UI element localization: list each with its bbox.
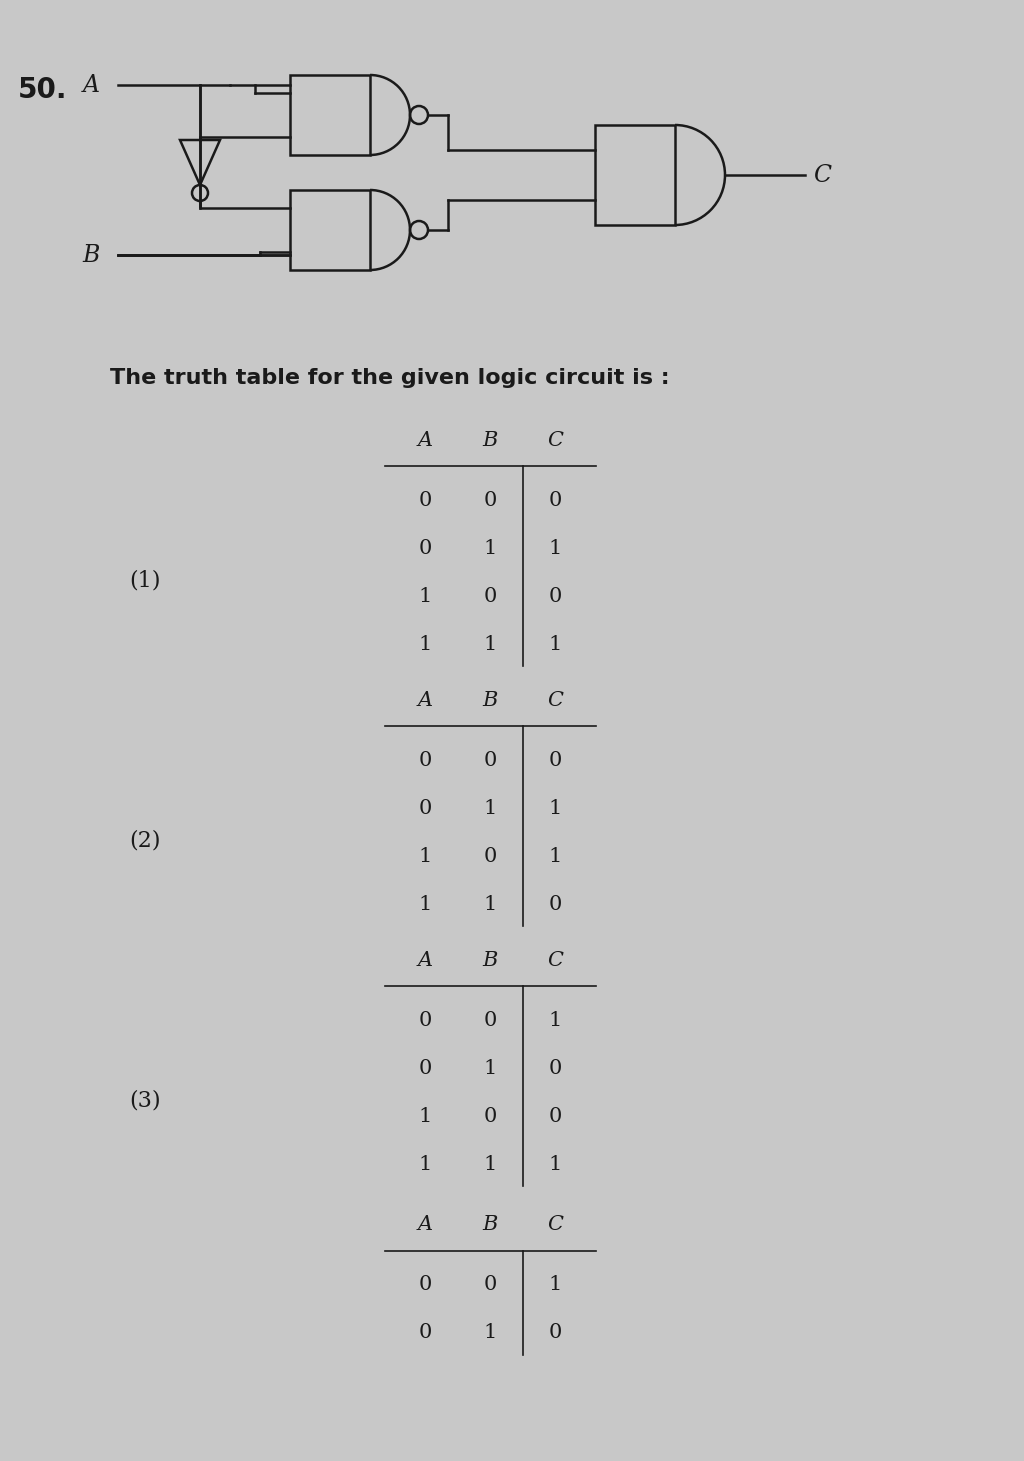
Text: C: C (547, 431, 563, 450)
Text: B: B (482, 951, 498, 970)
Text: C: C (547, 951, 563, 970)
Text: 0: 0 (419, 1275, 432, 1294)
Text: 1: 1 (548, 634, 562, 653)
Text: 1: 1 (548, 1154, 562, 1173)
Text: 1: 1 (483, 1059, 497, 1078)
Text: 0: 0 (483, 491, 497, 510)
Text: A: A (418, 431, 432, 450)
Text: 1: 1 (483, 799, 497, 818)
Text: 0: 0 (483, 846, 497, 865)
Text: 1: 1 (483, 539, 497, 558)
Text: 1: 1 (483, 894, 497, 913)
Text: B: B (482, 1216, 498, 1235)
Text: 0: 0 (483, 1275, 497, 1294)
Text: 0: 0 (419, 1011, 432, 1030)
Text: 1: 1 (419, 586, 432, 605)
Text: A: A (418, 951, 432, 970)
Text: 0: 0 (548, 491, 562, 510)
Text: (2): (2) (129, 828, 161, 850)
Bar (595, 126, 675, 225)
Text: 1: 1 (419, 1154, 432, 1173)
Text: C: C (813, 164, 831, 187)
Text: 0: 0 (483, 586, 497, 605)
Text: 0: 0 (483, 1106, 497, 1125)
Text: 0: 0 (548, 1106, 562, 1125)
Text: 0: 0 (548, 1059, 562, 1078)
Text: B: B (482, 431, 498, 450)
Text: (3): (3) (129, 1088, 161, 1110)
Text: A: A (418, 1216, 432, 1235)
Text: 0: 0 (419, 1059, 432, 1078)
Bar (290, 75, 370, 155)
Text: 0: 0 (548, 1324, 562, 1343)
Text: 1: 1 (548, 1011, 562, 1030)
Text: 0: 0 (548, 751, 562, 770)
Text: 0: 0 (548, 894, 562, 913)
Text: A: A (83, 73, 100, 96)
Text: 0: 0 (483, 751, 497, 770)
Text: B: B (83, 244, 100, 266)
Text: 1: 1 (548, 846, 562, 865)
Text: C: C (547, 691, 563, 710)
Text: 1: 1 (419, 1106, 432, 1125)
Text: 0: 0 (419, 539, 432, 558)
Text: 0: 0 (419, 1324, 432, 1343)
Text: 1: 1 (483, 1324, 497, 1343)
Text: 0: 0 (483, 1011, 497, 1030)
Text: (1): (1) (129, 568, 161, 592)
Text: 1: 1 (419, 846, 432, 865)
Bar (290, 190, 370, 270)
Text: A: A (418, 691, 432, 710)
Text: 0: 0 (419, 799, 432, 818)
Text: 0: 0 (419, 491, 432, 510)
Text: 1: 1 (548, 799, 562, 818)
Text: 1: 1 (483, 634, 497, 653)
Text: C: C (547, 1216, 563, 1235)
Text: The truth table for the given logic circuit is :: The truth table for the given logic circ… (110, 368, 670, 389)
Text: 1: 1 (419, 634, 432, 653)
Text: 1: 1 (548, 539, 562, 558)
Text: 0: 0 (419, 751, 432, 770)
Text: 50.: 50. (18, 76, 68, 104)
Text: 0: 0 (548, 586, 562, 605)
Text: 1: 1 (548, 1275, 562, 1294)
Text: 1: 1 (419, 894, 432, 913)
Text: 1: 1 (483, 1154, 497, 1173)
Text: B: B (482, 691, 498, 710)
